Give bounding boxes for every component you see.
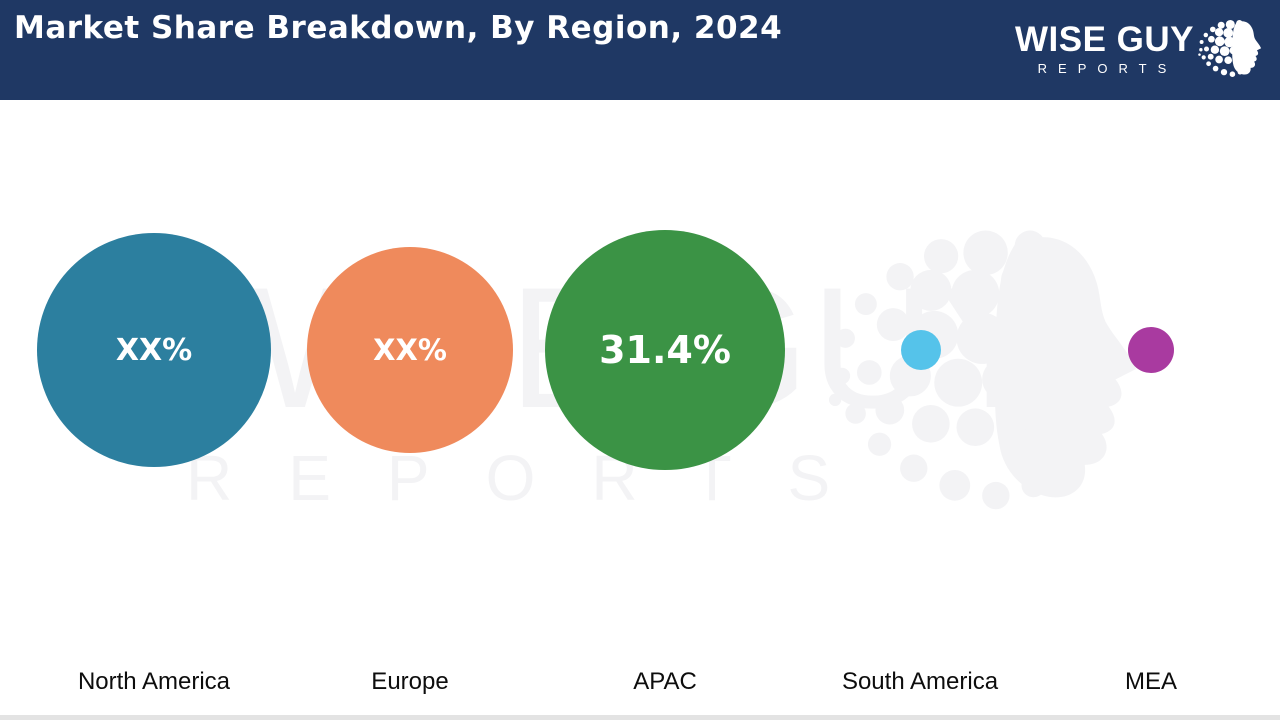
brand-logo-text: WISE GUY REPORTS bbox=[1014, 20, 1194, 76]
header-bar: Market Share Breakdown, By Region, 2024 … bbox=[0, 0, 1280, 100]
category-label-north-america: North America bbox=[77, 668, 231, 695]
brand-name: WISE GUY bbox=[1014, 20, 1194, 59]
watermark-reports-text: REPORTS bbox=[186, 442, 887, 514]
bubble-europe: XX% bbox=[307, 247, 513, 453]
category-label-apac: APAC bbox=[633, 668, 697, 695]
brand-logo: WISE GUY REPORTS bbox=[1015, 6, 1266, 94]
bubble-south-america bbox=[901, 330, 941, 370]
bubble-apac: 31.4% bbox=[545, 230, 785, 470]
bubble-value-north-america: XX% bbox=[115, 332, 193, 368]
category-label-europe: Europe bbox=[371, 668, 449, 695]
bubble-mea bbox=[1128, 327, 1174, 373]
watermark-head-icon bbox=[828, 230, 1137, 510]
bubble-value-europe: XX% bbox=[373, 333, 447, 367]
bottom-edge-strip bbox=[0, 715, 1280, 720]
brand-head-icon bbox=[1198, 19, 1262, 77]
bubble-chart: WISE GUY REPORTS XX% XX% 31.4% North Ame… bbox=[0, 100, 1280, 720]
bubble-value-apac: 31.4% bbox=[599, 328, 731, 372]
category-label-south-america: South America bbox=[841, 668, 999, 695]
category-label-mea: MEA bbox=[1124, 668, 1178, 695]
page-title: Market Share Breakdown, By Region, 2024 bbox=[14, 10, 783, 46]
bubble-north-america: XX% bbox=[37, 233, 271, 467]
brand-subtitle: REPORTS bbox=[1037, 60, 1178, 76]
